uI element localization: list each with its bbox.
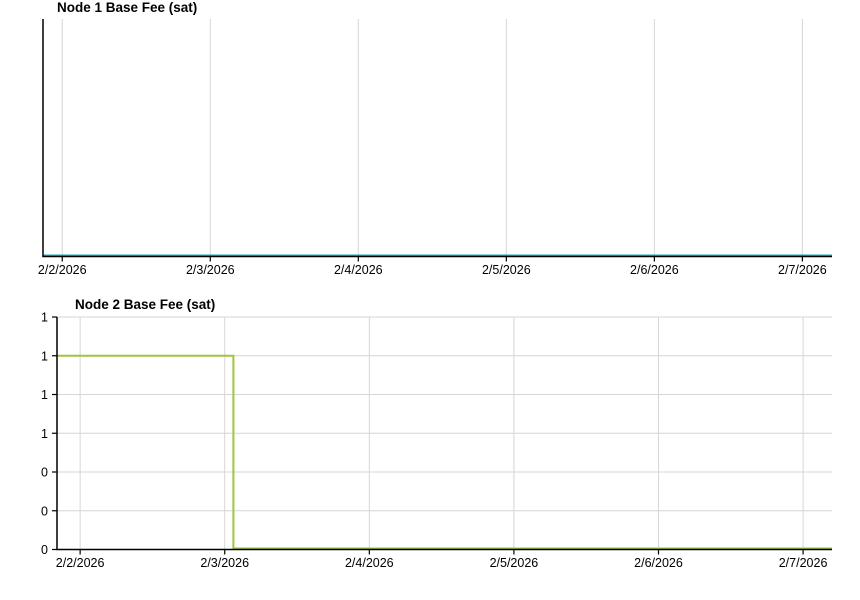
y-tick-label: 0 [41, 466, 48, 480]
chart-node1-plot: 2/2/2026 2/3/2026 2/4/2026 2/5/2026 2/6/2026… [38, 19, 832, 277]
x-tick-label: 2/4/2026 [345, 556, 394, 570]
y-tick-label: 1 [41, 388, 48, 402]
series-line [57, 354, 832, 550]
x-tick-label: 2/3/2026 [200, 556, 249, 570]
y-tick-label: 1 [41, 311, 48, 325]
x-tick-label: 2/7/2026 [779, 556, 828, 570]
y-tick-label: 0 [41, 543, 48, 557]
x-tick-label: 2/3/2026 [186, 263, 235, 277]
chart-node1-base-fee: Node 1 Base Fee (sat) 2/2/2026 2/3/2026 2/… [0, 0, 860, 295]
x-tick-label: 2/6/2026 [630, 263, 679, 277]
x-tick-label: 2/6/2026 [634, 556, 683, 570]
x-tick-label: 2/2/2026 [38, 263, 87, 277]
x-tick-label: 2/2/2026 [56, 556, 105, 570]
y-tick-label: 1 [41, 349, 48, 363]
chart-title-node2: Node 2 Base Fee (sat) [75, 297, 216, 312]
x-tick-label: 2/4/2026 [334, 263, 383, 277]
y-tick-label: 1 [41, 427, 48, 441]
x-tick-label: 2/5/2026 [490, 556, 539, 570]
chart-title-node1: Node 1 Base Fee (sat) [57, 0, 198, 15]
x-tick-label: 2/7/2026 [778, 263, 827, 277]
x-tick-label: 2/5/2026 [482, 263, 531, 277]
y-tick-label: 0 [41, 504, 48, 518]
chart-node2-plot: 2/2/2026 2/3/2026 2/4/2026 2/5/2026 2/6/2026… [41, 311, 832, 570]
chart-node2-base-fee: Node 2 Base Fee (sat) 2/2/2026 2/3/2026 2/… [0, 295, 860, 600]
